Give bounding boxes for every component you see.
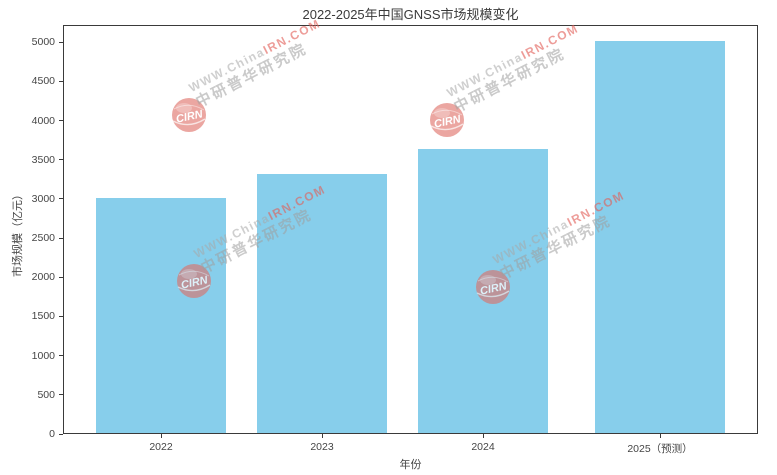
y-tick: [59, 41, 63, 43]
y-tick: [59, 276, 63, 278]
y-tick-label: 4500: [31, 75, 55, 88]
y-tick: [59, 394, 63, 396]
x-tick-label: 2022: [149, 441, 173, 453]
y-tick-label: 3000: [31, 192, 55, 205]
y-tick: [59, 355, 63, 357]
bar-2024: [418, 148, 548, 433]
plot-area: [63, 25, 758, 434]
y-tick-label: 2500: [31, 232, 55, 245]
y-tick-label: 500: [37, 388, 55, 401]
x-tick-label: 2025（预测）: [627, 443, 693, 455]
chart-title: 2022-2025年中国GNSS市场规模变化: [302, 7, 519, 22]
bar-2022: [96, 197, 226, 433]
x-tick: [161, 434, 162, 438]
bar-2023: [257, 174, 387, 433]
y-tick: [59, 159, 63, 161]
y-tick-label: 5000: [31, 36, 55, 49]
y-tick: [59, 120, 63, 122]
bar-2025（预测）: [595, 41, 725, 433]
y-tick: [59, 315, 63, 317]
y-tick-label: 2000: [31, 271, 55, 284]
y-tick: [59, 80, 63, 82]
y-tick: [59, 198, 63, 200]
x-axis-label: 年份: [399, 459, 422, 471]
x-tick: [483, 434, 484, 438]
y-tick-label: 1500: [31, 310, 55, 323]
x-tick: [322, 434, 323, 438]
y-tick: [59, 433, 63, 435]
y-tick-label: 3500: [31, 153, 55, 166]
y-tick: [59, 237, 63, 239]
x-tick-label: 2024: [471, 441, 495, 453]
x-tick: [660, 434, 661, 438]
y-tick-label: 1000: [31, 349, 55, 362]
y-tick-label: 4000: [31, 114, 55, 127]
y-tick-label: 0: [49, 428, 55, 440]
x-tick-label: 2023: [310, 441, 334, 453]
